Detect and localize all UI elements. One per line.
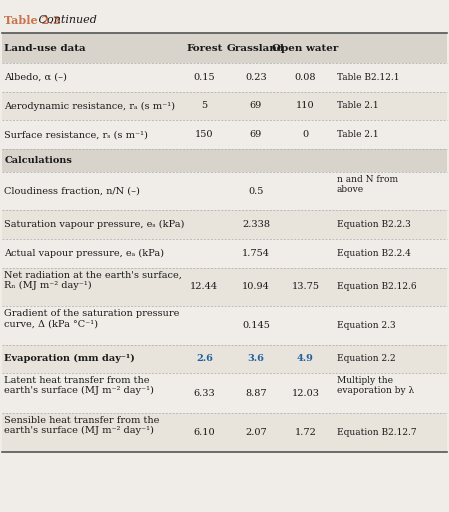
Text: 2.338: 2.338 xyxy=(242,220,270,229)
Text: Table 2.1: Table 2.1 xyxy=(337,101,379,111)
Text: Evaporation (mm day⁻¹): Evaporation (mm day⁻¹) xyxy=(4,354,135,364)
Text: Grassland: Grassland xyxy=(227,44,285,53)
Text: 6.33: 6.33 xyxy=(194,389,215,398)
Text: Equation 2.2: Equation 2.2 xyxy=(337,354,396,364)
Text: 4.9: 4.9 xyxy=(297,354,314,364)
Text: Calculations: Calculations xyxy=(4,156,72,165)
Text: 12.03: 12.03 xyxy=(291,389,319,398)
Text: Net radiation at the earth's surface,
Rₙ (MJ m⁻² day⁻¹): Net radiation at the earth's surface, Rₙ… xyxy=(4,270,182,290)
Text: Continued: Continued xyxy=(35,15,97,26)
Text: Equation 2.3: Equation 2.3 xyxy=(337,321,396,330)
Text: 110: 110 xyxy=(296,101,315,111)
Text: Open water: Open water xyxy=(272,44,339,53)
Text: Table B2.12.1: Table B2.12.1 xyxy=(337,73,399,82)
Text: 150: 150 xyxy=(195,130,214,139)
Text: 3.6: 3.6 xyxy=(247,354,264,364)
Bar xyxy=(2,92,447,120)
Text: 69: 69 xyxy=(250,130,262,139)
Bar xyxy=(2,120,447,149)
Bar xyxy=(2,268,447,306)
Bar xyxy=(2,33,447,63)
Bar xyxy=(2,239,447,268)
Text: Equation B2.2.3: Equation B2.2.3 xyxy=(337,220,410,229)
Text: 0.08: 0.08 xyxy=(295,73,316,82)
Text: Aerodynamic resistance, rₐ (s m⁻¹): Aerodynamic resistance, rₐ (s m⁻¹) xyxy=(4,101,176,111)
Text: n and N from
above: n and N from above xyxy=(337,175,398,194)
Text: 0: 0 xyxy=(302,130,308,139)
Text: 6.10: 6.10 xyxy=(194,428,215,437)
Text: 0.145: 0.145 xyxy=(242,321,270,330)
Text: Table 2.2: Table 2.2 xyxy=(4,15,61,26)
Bar xyxy=(2,413,447,452)
Bar xyxy=(2,306,447,345)
Bar xyxy=(2,172,447,210)
Text: Saturation vapour pressure, eₛ (kPa): Saturation vapour pressure, eₛ (kPa) xyxy=(4,220,185,229)
Text: Equation B2.2.4: Equation B2.2.4 xyxy=(337,249,411,258)
Text: Equation B2.12.6: Equation B2.12.6 xyxy=(337,283,416,291)
Text: 12.44: 12.44 xyxy=(190,283,218,291)
Text: Latent heat transfer from the
earth's surface (MJ m⁻² day⁻¹): Latent heat transfer from the earth's su… xyxy=(4,376,154,395)
Text: Land-use data: Land-use data xyxy=(4,44,86,53)
Bar xyxy=(2,373,447,413)
Text: 0.23: 0.23 xyxy=(245,73,267,82)
Text: Sensible heat transfer from the
earth's surface (MJ m⁻² day⁻¹): Sensible heat transfer from the earth's … xyxy=(4,416,160,435)
Text: Multiply the
evaporation by λ: Multiply the evaporation by λ xyxy=(337,376,414,395)
Text: Forest: Forest xyxy=(186,44,223,53)
Text: Table 2.1: Table 2.1 xyxy=(337,130,379,139)
Text: Equation B2.12.7: Equation B2.12.7 xyxy=(337,428,416,437)
Text: Gradient of the saturation pressure
curve, Δ (kPa °C⁻¹): Gradient of the saturation pressure curv… xyxy=(4,309,180,328)
Text: 10.94: 10.94 xyxy=(242,283,270,291)
Text: 2.07: 2.07 xyxy=(245,428,267,437)
Bar xyxy=(2,63,447,92)
Bar xyxy=(2,149,447,172)
Text: 0.5: 0.5 xyxy=(248,187,264,196)
Text: 69: 69 xyxy=(250,101,262,111)
Text: 13.75: 13.75 xyxy=(291,283,319,291)
Text: Cloudiness fraction, n/N (–): Cloudiness fraction, n/N (–) xyxy=(4,187,141,196)
Text: 0.15: 0.15 xyxy=(194,73,215,82)
Text: Surface resistance, rₛ (s m⁻¹): Surface resistance, rₛ (s m⁻¹) xyxy=(4,130,148,139)
Text: 5: 5 xyxy=(201,101,207,111)
Text: Albedo, α (–): Albedo, α (–) xyxy=(4,73,67,82)
Text: 1.72: 1.72 xyxy=(295,428,316,437)
Bar xyxy=(2,210,447,239)
Text: 1.754: 1.754 xyxy=(242,249,270,258)
Text: 2.6: 2.6 xyxy=(196,354,213,364)
Bar xyxy=(2,345,447,373)
Text: Actual vapour pressure, eₐ (kPa): Actual vapour pressure, eₐ (kPa) xyxy=(4,249,164,258)
Text: 8.87: 8.87 xyxy=(245,389,267,398)
